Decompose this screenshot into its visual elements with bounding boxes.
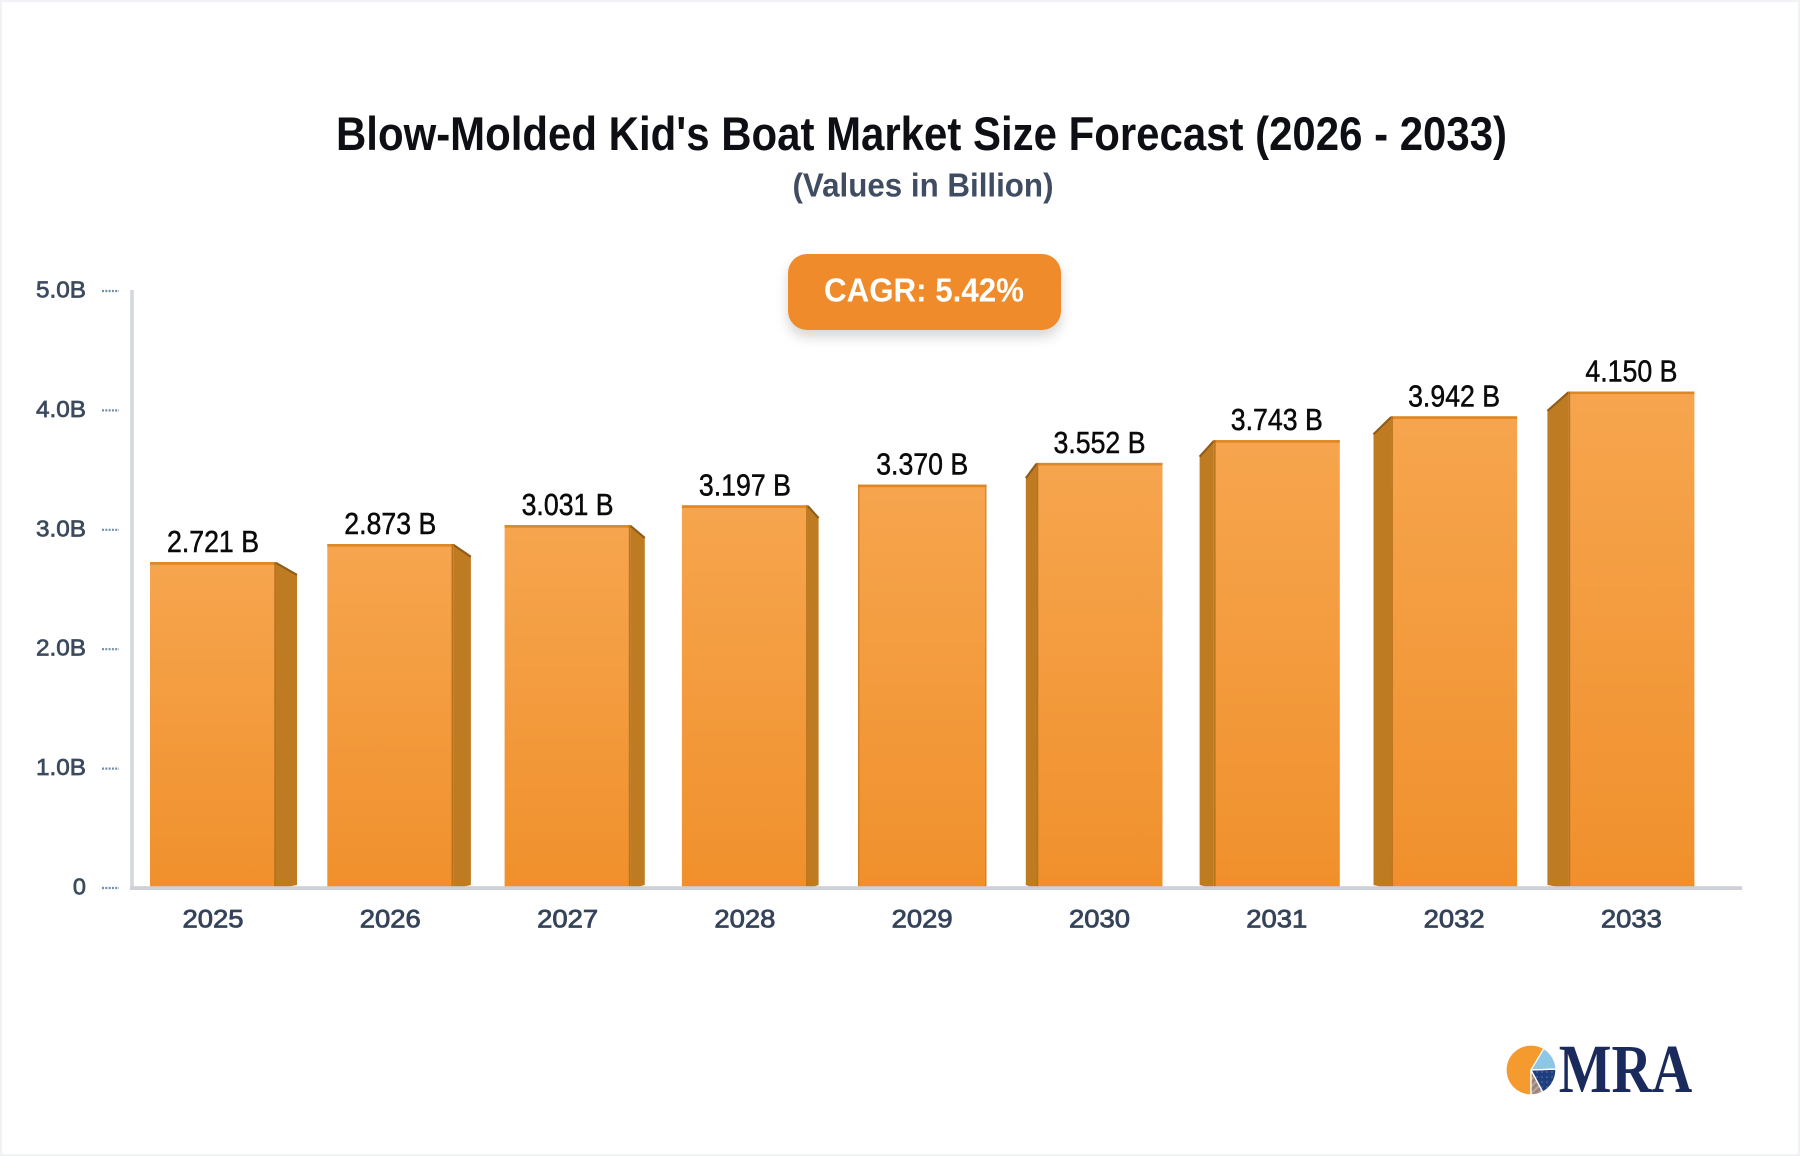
svg-text:4.150 B: 4.150 B (1585, 355, 1677, 389)
svg-text:4.0B: 4.0B (36, 396, 86, 422)
svg-text:3.197 B: 3.197 B (699, 468, 791, 502)
svg-text:MRA: MRA (1559, 1031, 1693, 1107)
svg-text:2030: 2030 (1069, 905, 1130, 933)
svg-text:2027: 2027 (537, 905, 598, 933)
svg-text:2.0B: 2.0B (36, 635, 86, 661)
svg-text:1.0B: 1.0B (36, 754, 86, 780)
svg-text:3.370 B: 3.370 B (876, 448, 968, 482)
svg-text:2.721 B: 2.721 B (167, 525, 259, 559)
svg-text:3.552 B: 3.552 B (1054, 426, 1146, 460)
svg-text:3.0B: 3.0B (36, 515, 86, 541)
svg-text:Blow-Molded Kid's Boat Market: Blow-Molded Kid's Boat Market Size Forec… (336, 107, 1507, 160)
svg-text:5.0B: 5.0B (36, 277, 86, 303)
svg-text:3.743 B: 3.743 B (1231, 403, 1323, 437)
svg-text:2028: 2028 (714, 905, 775, 933)
svg-text:3.031 B: 3.031 B (522, 488, 614, 522)
svg-text:(Values in Billion): (Values in Billion) (793, 167, 1054, 204)
svg-text:CAGR: 5.42%: CAGR: 5.42% (824, 272, 1024, 309)
svg-text:2033: 2033 (1601, 905, 1662, 933)
svg-text:0: 0 (73, 874, 86, 900)
svg-text:2.873 B: 2.873 B (344, 507, 436, 541)
svg-text:2032: 2032 (1424, 905, 1485, 933)
svg-text:2025: 2025 (183, 905, 244, 933)
svg-text:2031: 2031 (1246, 905, 1307, 933)
svg-text:3.942 B: 3.942 B (1408, 379, 1500, 413)
svg-text:2029: 2029 (892, 905, 953, 933)
svg-text:2026: 2026 (360, 905, 421, 933)
